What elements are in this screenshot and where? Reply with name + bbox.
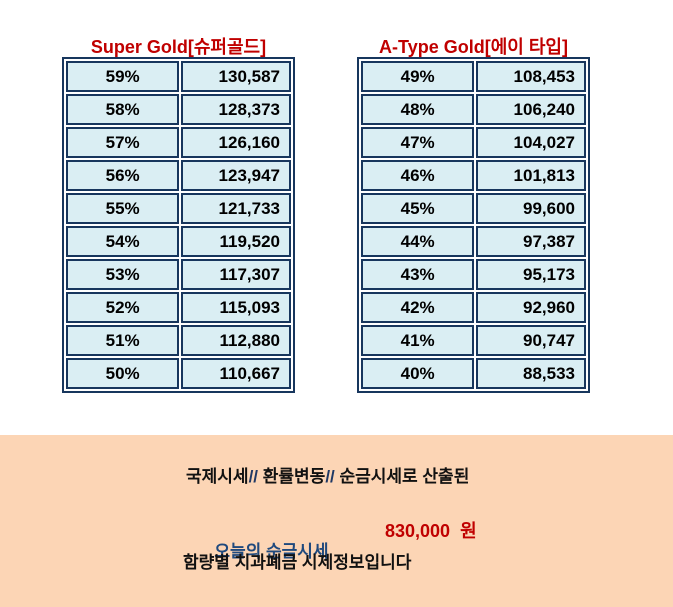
table-row: 47% 104,027: [361, 127, 586, 158]
price-cell: 99,600: [476, 193, 586, 224]
footer-description-line: 함량별 치과폐금 시제정보입니다: [183, 553, 412, 572]
footer-slash-2: //: [325, 467, 335, 486]
table-row: 49% 108,453: [361, 61, 586, 92]
price-cell: 104,027: [476, 127, 586, 158]
percent-cell: 45%: [361, 193, 475, 224]
percent-cell: 56%: [66, 160, 180, 191]
percent-cell: 51%: [66, 325, 180, 356]
footer-source-text-2: 환률변동: [258, 467, 326, 486]
today-gold-price-value: 830,000 원: [385, 521, 477, 541]
table-row: 53% 117,307: [66, 259, 291, 290]
table-row: 40% 88,533: [361, 358, 586, 389]
table-row: 55% 121,733: [66, 193, 291, 224]
super-gold-title: Super Gold[슈퍼골드]: [90, 37, 267, 57]
percent-cell: 55%: [66, 193, 180, 224]
table-row: 54% 119,520: [66, 226, 291, 257]
percent-cell: 53%: [66, 259, 180, 290]
footer-source-text-1: 국제시세: [186, 467, 249, 486]
percent-cell: 54%: [66, 226, 180, 257]
price-cell: 126,160: [181, 127, 291, 158]
percent-cell: 48%: [361, 94, 475, 125]
price-cell: 108,453: [476, 61, 586, 92]
table-row: 58% 128,373: [66, 94, 291, 125]
percent-cell: 57%: [66, 127, 180, 158]
price-cell: 110,667: [181, 358, 291, 389]
price-cell: 121,733: [181, 193, 291, 224]
price-cell: 95,173: [476, 259, 586, 290]
table-row: 45% 99,600: [361, 193, 586, 224]
table-row: 43% 95,173: [361, 259, 586, 290]
price-cell: 101,813: [476, 160, 586, 191]
percent-cell: 58%: [66, 94, 180, 125]
footer-today-line: 오늘의 순금시세 830,000 원: [186, 517, 606, 602]
price-cell: 123,947: [181, 160, 291, 191]
table-row: 41% 90,747: [361, 325, 586, 356]
price-cell: 92,960: [476, 292, 586, 323]
table-row: 56% 123,947: [66, 160, 291, 191]
percent-cell: 46%: [361, 160, 475, 191]
percent-cell: 41%: [361, 325, 475, 356]
footer-source-line: 국제시세// 환률변동// 순금시세로 산출된: [186, 462, 469, 487]
percent-cell: 44%: [361, 226, 475, 257]
percent-cell: 52%: [66, 292, 180, 323]
percent-cell: 42%: [361, 292, 475, 323]
table-row: 57% 126,160: [66, 127, 291, 158]
table-row: 50% 110,667: [66, 358, 291, 389]
a-type-gold-table-body: 49% 108,453 48% 106,240 47% 104,027 46% 101,813…: [361, 61, 586, 389]
table-row: 44% 97,387: [361, 226, 586, 257]
super-gold-table-body: 59% 130,587 58% 128,373 57% 126,160 56% 123,947…: [66, 61, 291, 389]
price-cell: 115,093: [181, 292, 291, 323]
table-row: 48% 106,240: [361, 94, 586, 125]
table-row: 46% 101,813: [361, 160, 586, 191]
price-cell: 112,880: [181, 325, 291, 356]
percent-cell: 43%: [361, 259, 475, 290]
table-row: 52% 115,093: [66, 292, 291, 323]
super-gold-table: 59% 130,587 58% 128,373 57% 126,160 56% 123,947…: [62, 57, 295, 393]
table-row: 51% 112,880: [66, 325, 291, 356]
percent-cell: 40%: [361, 358, 475, 389]
a-type-gold-title: A-Type Gold[에이 타입]: [379, 37, 568, 57]
footer-slash-1: //: [248, 467, 259, 486]
table-row: 59% 130,587: [66, 61, 291, 92]
footer-source-text-3: 순금시세로 산출된: [334, 467, 470, 486]
price-cell: 128,373: [181, 94, 291, 125]
a-type-gold-table: 49% 108,453 48% 106,240 47% 104,027 46% 101,813…: [357, 57, 590, 393]
today-gold-price-label: 오늘의 순금시세: [214, 542, 329, 561]
footer-band: 국제시세// 환률변동// 순금시세로 산출된 오늘의 순금시세 830,000…: [0, 435, 673, 607]
percent-cell: 49%: [361, 61, 475, 92]
price-cell: 119,520: [181, 226, 291, 257]
price-cell: 117,307: [181, 259, 291, 290]
percent-cell: 59%: [66, 61, 180, 92]
percent-cell: 47%: [361, 127, 475, 158]
table-row: 42% 92,960: [361, 292, 586, 323]
price-cell: 90,747: [476, 325, 586, 356]
price-cell: 97,387: [476, 226, 586, 257]
price-cell: 88,533: [476, 358, 586, 389]
percent-cell: 50%: [66, 358, 180, 389]
price-cell: 130,587: [181, 61, 291, 92]
price-cell: 106,240: [476, 94, 586, 125]
